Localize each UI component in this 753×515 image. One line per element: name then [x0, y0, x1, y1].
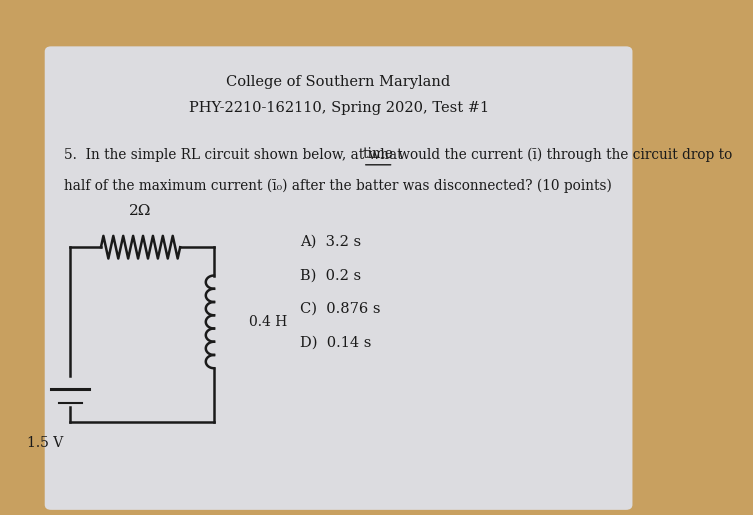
Text: D)  0.14 s: D) 0.14 s: [300, 335, 372, 350]
Text: 5.  In the simple RL circuit shown below, at what: 5. In the simple RL circuit shown below,…: [64, 147, 407, 162]
Text: 0.4 H: 0.4 H: [249, 315, 288, 329]
Text: would the current (ī) through the circuit drop to: would the current (ī) through the circui…: [394, 147, 732, 162]
Text: A)  3.2 s: A) 3.2 s: [300, 235, 361, 249]
Text: 2Ω: 2Ω: [130, 204, 152, 218]
Text: C)  0.876 s: C) 0.876 s: [300, 302, 381, 316]
Text: time: time: [363, 147, 394, 162]
Text: half of the maximum current (ī₀) after the batter was disconnected? (10 points): half of the maximum current (ī₀) after t…: [64, 178, 611, 193]
Text: College of Southern Maryland: College of Southern Maryland: [227, 75, 451, 90]
Text: PHY-2210-162110, Spring 2020, Test #1: PHY-2210-162110, Spring 2020, Test #1: [188, 101, 489, 115]
FancyBboxPatch shape: [44, 46, 633, 510]
Text: B)  0.2 s: B) 0.2 s: [300, 268, 361, 283]
Text: 1.5 V: 1.5 V: [26, 436, 62, 450]
